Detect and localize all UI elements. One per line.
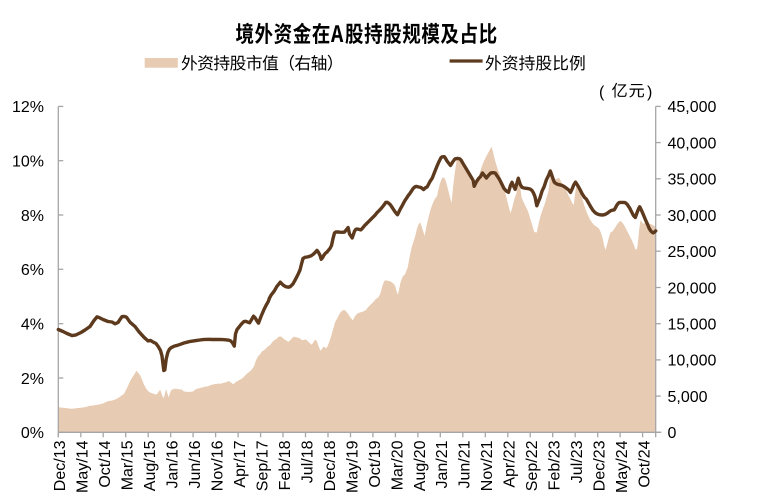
svg-text:4%: 4% xyxy=(21,317,44,334)
svg-text:Aug/15: Aug/15 xyxy=(142,440,159,491)
svg-text:Jan/21: Jan/21 xyxy=(434,440,451,488)
svg-text:2%: 2% xyxy=(21,371,44,388)
svg-text:0%: 0% xyxy=(21,425,44,442)
svg-text:8%: 8% xyxy=(21,208,44,225)
svg-text:0: 0 xyxy=(668,425,677,442)
svg-text:Apr/22: Apr/22 xyxy=(502,440,519,487)
svg-text:30,000: 30,000 xyxy=(668,208,717,225)
svg-text:Apr/17: Apr/17 xyxy=(232,440,249,487)
svg-text:May/19: May/19 xyxy=(344,440,361,493)
svg-text:6%: 6% xyxy=(21,262,44,279)
svg-text:(: ( xyxy=(599,84,605,101)
svg-text:May/24: May/24 xyxy=(614,440,631,493)
svg-text:Sep/17: Sep/17 xyxy=(255,440,272,491)
svg-text:Jul/18: Jul/18 xyxy=(299,440,316,483)
svg-text:40,000: 40,000 xyxy=(668,135,717,152)
svg-text:May/14: May/14 xyxy=(75,440,92,493)
svg-text:Oct/14: Oct/14 xyxy=(97,440,114,487)
svg-text:Nov/16: Nov/16 xyxy=(210,440,227,491)
svg-text:45,000: 45,000 xyxy=(668,99,717,116)
svg-text:5,000: 5,000 xyxy=(668,389,708,406)
svg-text:Jul/23: Jul/23 xyxy=(569,440,586,483)
svg-text:): ) xyxy=(647,84,652,101)
svg-text:Nov/21: Nov/21 xyxy=(479,440,496,491)
svg-text:Dec/23: Dec/23 xyxy=(592,440,609,491)
svg-text:Oct/24: Oct/24 xyxy=(637,440,654,487)
svg-text:10,000: 10,000 xyxy=(668,353,717,370)
svg-text:35,000: 35,000 xyxy=(668,172,717,189)
svg-text:25,000: 25,000 xyxy=(668,244,717,261)
svg-text:10%: 10% xyxy=(12,154,44,171)
svg-text:Jun/21: Jun/21 xyxy=(457,440,474,488)
svg-text:Feb/23: Feb/23 xyxy=(547,440,564,490)
svg-text:Oct/19: Oct/19 xyxy=(367,440,384,487)
svg-text:Jun/16: Jun/16 xyxy=(187,440,204,488)
svg-text:Mar/20: Mar/20 xyxy=(389,440,406,490)
svg-text:15,000: 15,000 xyxy=(668,317,717,334)
svg-text:Sep/22: Sep/22 xyxy=(524,440,541,491)
svg-text:Feb/18: Feb/18 xyxy=(277,440,294,490)
svg-text:Mar/15: Mar/15 xyxy=(120,440,137,490)
svg-text:12%: 12% xyxy=(12,99,44,116)
svg-text:20,000: 20,000 xyxy=(668,280,717,297)
svg-text:Jan/16: Jan/16 xyxy=(165,440,182,488)
svg-text:Dec/13: Dec/13 xyxy=(52,440,69,491)
svg-text:Dec/18: Dec/18 xyxy=(322,440,339,491)
svg-text:Aug/20: Aug/20 xyxy=(412,440,429,491)
